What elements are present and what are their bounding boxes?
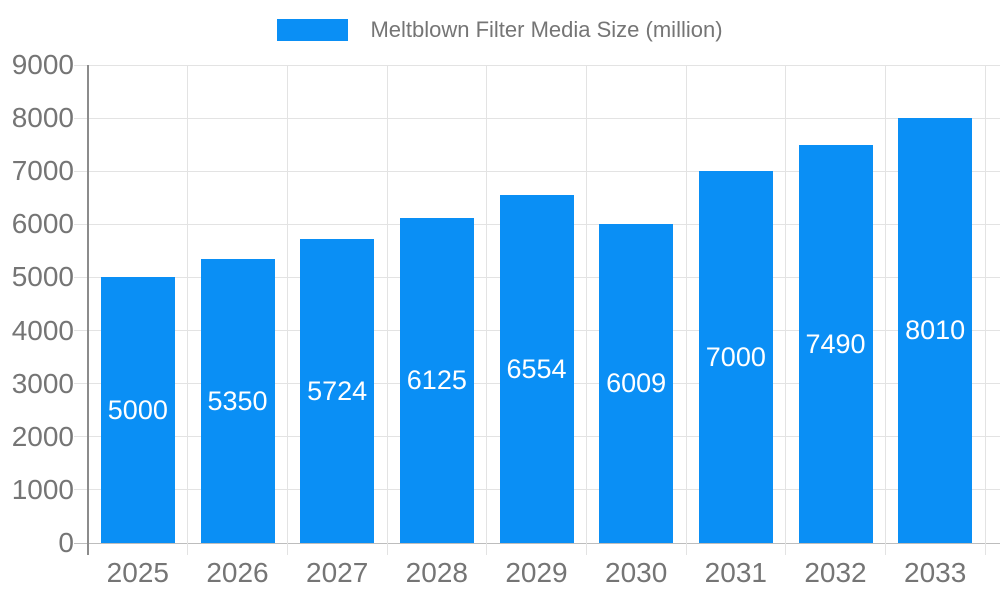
bar-value-label: 7000: [705, 342, 766, 373]
x-tick-label: 2032: [804, 557, 867, 588]
x-tick-mark: [386, 543, 388, 555]
bar-2026[interactable]: [200, 258, 275, 543]
bar-2025[interactable]: [100, 277, 175, 543]
bar-value-label: 6554: [506, 353, 567, 384]
vertical-gridline: [486, 65, 488, 543]
horizontal-gridline: [74, 170, 1000, 172]
x-tick-mark: [486, 543, 488, 555]
bar-2031[interactable]: [698, 171, 773, 543]
legend-item[interactable]: Meltblown Filter Media Size (million): [277, 17, 723, 43]
x-tick-mark: [785, 543, 787, 555]
horizontal-gridline: [74, 64, 1000, 66]
x-tick-label: 2033: [904, 557, 967, 588]
legend: Meltblown Filter Media Size (million): [0, 17, 1000, 43]
vertical-gridline: [286, 65, 288, 543]
y-tick-label: 3000: [11, 367, 74, 399]
y-tick-label: 6000: [11, 208, 74, 240]
vertical-gridline: [685, 65, 687, 543]
x-tick-label: 2031: [704, 557, 767, 588]
bar-value-label: 8010: [905, 315, 966, 346]
bar-value-label: 5000: [107, 395, 168, 426]
x-tick-mark: [286, 543, 288, 555]
x-tick-label: 2025: [106, 557, 169, 588]
x-tick-mark: [585, 543, 587, 555]
y-tick-label: 0: [58, 527, 74, 558]
y-tick-label: 5000: [11, 261, 74, 293]
legend-label: Meltblown Filter Media Size (million): [370, 17, 723, 42]
y-tick-label: 4000: [11, 314, 74, 346]
bar-value-label: 5724: [307, 375, 368, 406]
x-tick-label: 2029: [505, 557, 568, 588]
vertical-gridline: [785, 65, 787, 543]
bar-2030[interactable]: [599, 223, 674, 543]
x-tick-mark: [884, 543, 886, 555]
bar-2028[interactable]: [399, 217, 474, 543]
y-axis-line: [87, 65, 89, 555]
x-axis-zero-line: [74, 542, 1000, 544]
x-tick-label: 2030: [605, 557, 668, 588]
x-tick-mark: [984, 543, 986, 555]
x-tick-label: 2026: [206, 557, 269, 588]
bar-2029[interactable]: [499, 194, 574, 543]
horizontal-gridline: [74, 117, 1000, 119]
bar-value-label: 6009: [606, 368, 667, 399]
x-tick-mark: [685, 543, 687, 555]
vertical-gridline: [884, 65, 886, 543]
bar-value-label: 5350: [207, 385, 268, 416]
x-tick-label: 2027: [306, 557, 369, 588]
bar-value-label: 6125: [406, 365, 467, 396]
legend-swatch-icon: [277, 19, 349, 41]
vertical-gridline: [187, 65, 189, 543]
y-tick-label: 8000: [11, 102, 74, 134]
vertical-gridline: [984, 65, 986, 543]
y-tick-label: 1000: [11, 473, 74, 505]
bar-2032[interactable]: [798, 145, 873, 543]
bar-2027[interactable]: [300, 238, 375, 543]
y-tick-label: 9000: [11, 49, 74, 80]
y-tick-label: 2000: [11, 420, 74, 452]
bar-value-label: 7490: [805, 329, 866, 360]
x-tick-label: 2028: [405, 557, 468, 588]
bar-2033[interactable]: [898, 117, 973, 543]
vertical-gridline: [585, 65, 587, 543]
vertical-gridline: [386, 65, 388, 543]
y-tick-label: 7000: [11, 155, 74, 187]
x-tick-mark: [187, 543, 189, 555]
